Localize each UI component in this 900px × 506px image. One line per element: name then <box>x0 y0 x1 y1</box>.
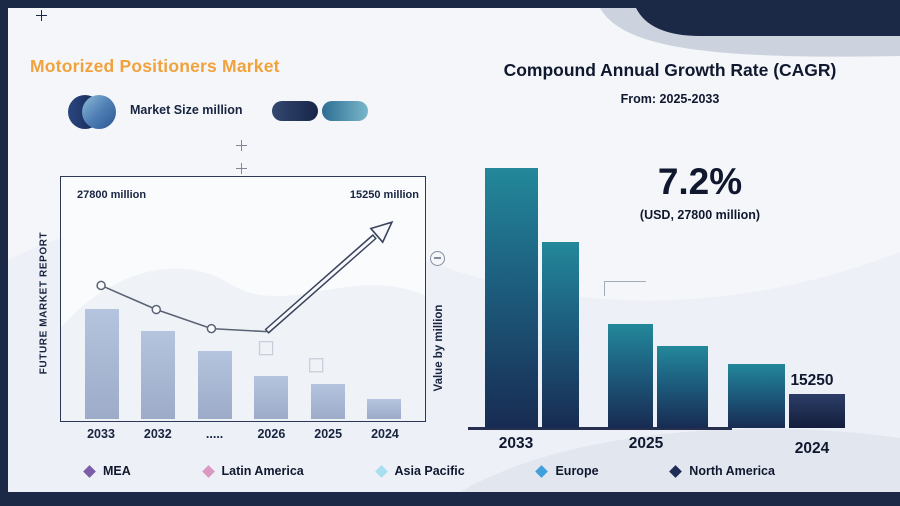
legend-label: Asia Pacific <box>394 464 465 478</box>
value-callout: 15250 <box>790 372 834 389</box>
plus-icon <box>236 163 247 174</box>
legend-label: Europe <box>555 464 599 478</box>
cagr-bar-2025 <box>657 346 708 428</box>
legend-item-mea: MEA <box>83 464 131 478</box>
legend-label: MEA <box>103 464 131 478</box>
x-label: 2024 <box>371 427 399 441</box>
legend-item-north-america: North America <box>669 464 775 478</box>
market-size-legend-label: Market Size million <box>130 103 243 117</box>
market-size-bar <box>141 331 176 419</box>
market-size-bar <box>197 351 232 419</box>
market-size-bars <box>61 309 425 419</box>
x-label: ..... <box>205 427 224 441</box>
market-size-x-axis: 2033 2032..... 2026 2025 2024 <box>60 427 426 441</box>
cagr-value: 7.2% <box>657 161 743 202</box>
x-axis-line <box>468 427 732 430</box>
pill-decoration-teal <box>322 101 368 121</box>
elbow-decoration <box>604 281 646 296</box>
diamond-icon <box>201 464 215 478</box>
market-size-bar <box>254 376 289 419</box>
cagr-bar-2025 <box>608 324 653 428</box>
diamond-icon <box>374 464 388 478</box>
pill-decoration-navy <box>272 101 318 121</box>
diamond-icon <box>83 464 96 478</box>
region-legend: MEA Latin America Asia Pacific Europe North … <box>83 464 775 478</box>
legend-label: North America <box>689 464 775 478</box>
cagr-bar-2033 <box>485 168 538 428</box>
market-size-bar <box>85 309 119 419</box>
future-market-report-label: FUTURE MARKET REPORT <box>38 231 50 375</box>
market-size-bar <box>310 384 345 419</box>
end-value-annotation: 15250 million <box>349 189 419 201</box>
x-label: 2032 <box>143 427 172 441</box>
minus-circle-icon <box>430 251 445 266</box>
plus-icon <box>236 140 247 151</box>
legend-item-asia-pacific: Asia Pacific <box>374 464 465 478</box>
cagr-note: (USD, 27800 million) <box>639 208 761 222</box>
year-label: 2024 <box>794 440 830 457</box>
diamond-icon <box>669 464 683 478</box>
market-size-chart: 27800 million 15250 million <box>60 176 426 422</box>
start-value-annotation: 27800 million <box>77 189 147 201</box>
x-label: 2026 <box>257 427 286 441</box>
diamond-icon <box>535 464 549 478</box>
legend-label: Latin America <box>221 464 304 478</box>
year-label: 2033 <box>498 435 534 452</box>
x-label: 2025 <box>314 427 343 441</box>
legend-item-latin-america: Latin America <box>201 464 304 478</box>
cagr-bar-2033 <box>542 242 579 428</box>
plus-icon <box>36 10 47 21</box>
year-label: 2025 <box>628 435 664 452</box>
cagr-subtitle: From: 2025-2033 <box>620 92 720 106</box>
value-by-million-label: Value by million <box>433 304 445 392</box>
x-label: 2033 <box>87 427 115 441</box>
market-size-bar <box>366 399 401 419</box>
legend-item-europe: Europe <box>535 464 599 478</box>
cylinder-icon <box>66 92 120 137</box>
cagr-bar-2024 <box>789 394 845 428</box>
left-chart-title: Motorized Positioners Market <box>30 56 280 76</box>
cagr-title: Compound Annual Growth Rate (CAGR) <box>503 60 837 80</box>
